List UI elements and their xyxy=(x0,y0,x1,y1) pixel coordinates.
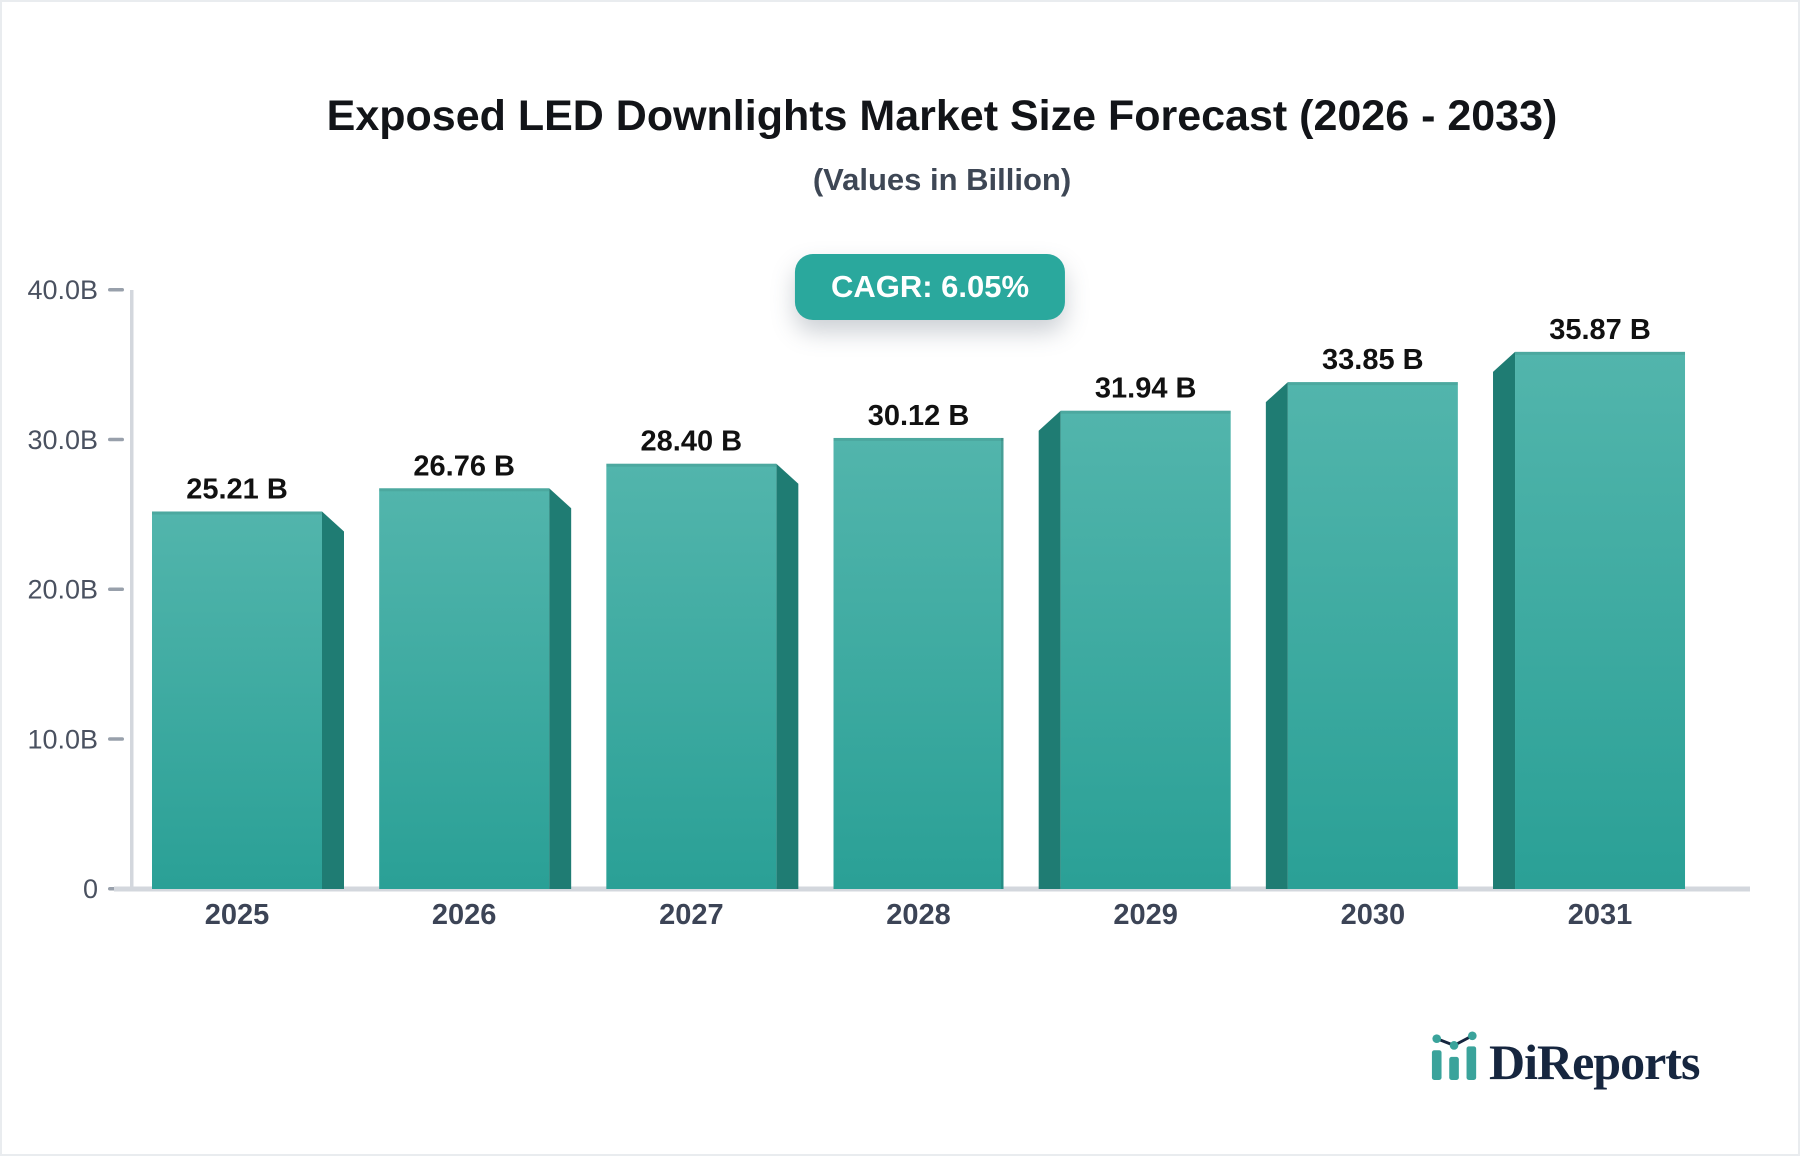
x-axis-label-2031: 2031 xyxy=(1568,899,1633,931)
mini-bar-chart-icon xyxy=(1431,1031,1477,1080)
bar-side-2031 xyxy=(1493,351,1516,889)
chart-title: Exposed LED Downlights Market Size Forec… xyxy=(326,92,1558,140)
bar-top-edge xyxy=(379,488,550,492)
chart-subtitle: (Values in Billion) xyxy=(812,162,1072,197)
bar-top-edge xyxy=(152,511,322,515)
y-axis-line xyxy=(130,290,134,891)
bar-side-2025 xyxy=(322,511,344,889)
y-tick-label: 40.0B xyxy=(27,275,98,305)
bar-value-label: 25.21 B xyxy=(186,473,288,505)
bar-2027 xyxy=(606,463,777,889)
x-axis-label-2026: 2026 xyxy=(432,899,497,931)
y-tick-mark xyxy=(108,288,124,292)
bar-value-label: 35.87 B xyxy=(1549,314,1651,346)
bar-side-2029 xyxy=(1038,410,1061,889)
bar-top-edge xyxy=(606,463,777,467)
y-tick-label: 0 xyxy=(83,874,98,904)
bar-value-label: 26.76 B xyxy=(413,450,515,482)
x-axis-label-2028: 2028 xyxy=(886,899,951,931)
bar-2025 xyxy=(152,511,322,889)
x-axis-label-2029: 2029 xyxy=(1113,899,1178,931)
cagr-badge: CAGR: 6.05% xyxy=(794,254,1066,320)
bar-2029 xyxy=(1060,410,1231,889)
bar-top-edge xyxy=(1287,382,1458,386)
direports-logo: DiReports xyxy=(1430,1028,1700,1090)
x-axis-label-2030: 2030 xyxy=(1341,899,1406,931)
x-axis-label-2025: 2025 xyxy=(205,899,270,931)
bar-value-label: 31.94 B xyxy=(1095,373,1197,405)
y-tick-label: 10.0B xyxy=(27,724,98,754)
y-tick-mark xyxy=(108,587,124,591)
bar-value-label: 30.12 B xyxy=(868,400,970,432)
bar-side-2030 xyxy=(1265,382,1288,889)
bar-value-label: 33.85 B xyxy=(1322,344,1424,376)
y-tick-mark xyxy=(108,737,124,741)
y-tick-mark xyxy=(108,437,124,442)
bar-top-edge xyxy=(833,437,1004,441)
bar-2028 xyxy=(833,437,1004,889)
bar-2031 xyxy=(1515,351,1686,889)
x-axis-label-2027: 2027 xyxy=(659,899,724,931)
bar-top-edge xyxy=(1515,351,1686,355)
bar-2026 xyxy=(379,488,550,889)
y-tick-label: 20.0B xyxy=(27,575,98,605)
bar-top-edge xyxy=(1060,410,1231,414)
bar-value-label: 28.40 B xyxy=(641,426,743,458)
y-tick-label: 30.0B xyxy=(27,425,98,455)
logo-text: DiReports xyxy=(1489,1034,1700,1090)
bar-right-edge xyxy=(1001,437,1004,889)
bar-2030 xyxy=(1287,382,1458,889)
bar-side-2027 xyxy=(776,463,799,889)
bar-side-2026 xyxy=(549,488,572,889)
